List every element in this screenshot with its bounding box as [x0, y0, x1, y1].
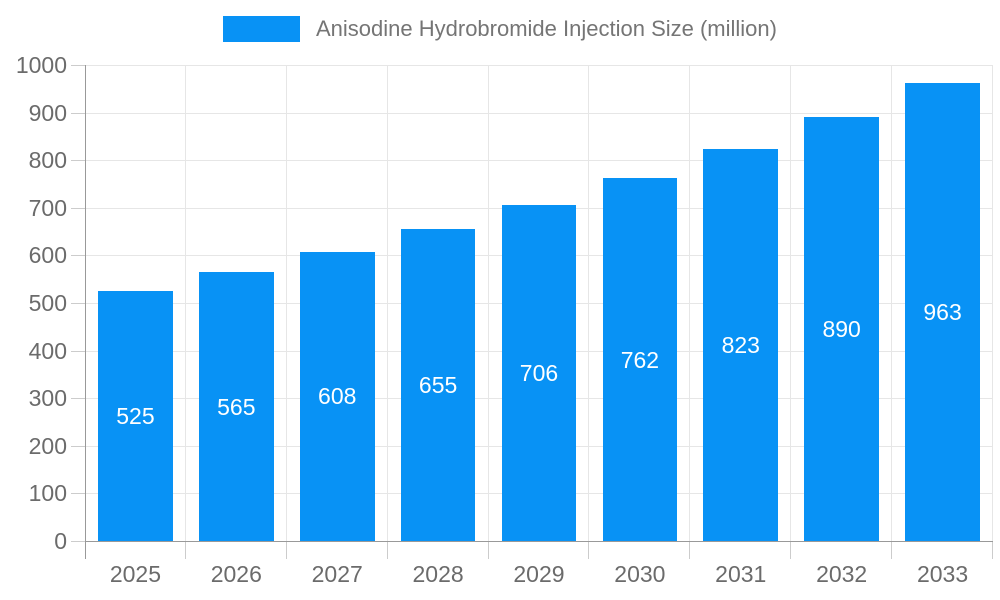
x-gridline: [689, 65, 691, 541]
y-gridline: [85, 65, 993, 66]
legend-item[interactable]: Anisodine Hydrobromide Injection Size (m…: [223, 16, 777, 42]
plot-area: 0 100 200 300 400 500 600 700 800 900 1000 525 2025 5…: [16, 52, 993, 587]
x-gridline: [285, 65, 287, 541]
y-gridline: [85, 160, 993, 162]
y-axis-tick: [71, 160, 85, 162]
bar: 565: [199, 272, 274, 541]
y-axis-tick: [71, 445, 85, 447]
y-axis-tick: [71, 350, 85, 352]
y-axis-tick: [71, 398, 85, 400]
y-tick-label: 100: [28, 480, 67, 507]
x-tick-label: 2027: [311, 561, 363, 587]
y-tick-label: 200: [28, 432, 67, 459]
y-tick-label: 700: [28, 194, 67, 221]
bar: 762: [602, 178, 678, 541]
x-gridline: [184, 65, 186, 541]
x-tick-label: 2031: [715, 561, 767, 587]
legend-swatch: [223, 16, 300, 42]
x-tick-label: 2033: [916, 561, 969, 587]
x-axis-tick: [790, 542, 792, 559]
x-axis-tick: [891, 542, 893, 559]
bar: 525: [98, 291, 173, 541]
bar-value-label: 823: [721, 332, 760, 359]
x-gridline: [790, 65, 792, 541]
y-tick-label: 600: [28, 242, 67, 269]
x-axis-tick: [285, 542, 287, 559]
y-tick-label: 800: [28, 147, 67, 174]
y-tick-label: 300: [28, 385, 67, 412]
x-axis-tick: [487, 542, 489, 559]
y-axis-tick: [71, 255, 85, 257]
y-axis-tick: [71, 541, 85, 542]
y-tick-label: 900: [28, 99, 67, 126]
x-tick-label: 2030: [614, 561, 666, 587]
y-axis-tick: [71, 65, 85, 66]
y-axis-tick: [71, 112, 85, 114]
x-gridline: [487, 65, 489, 541]
bar-value-label: 655: [418, 372, 458, 399]
y-tick-label: 400: [28, 337, 67, 364]
bar-value-label: 706: [519, 359, 559, 386]
bar: 655: [400, 229, 476, 541]
bar-value-label: 762: [620, 346, 660, 373]
bar-value-label: 565: [217, 393, 256, 420]
y-axis-tick: [71, 207, 85, 209]
bar-value-label: 525: [116, 403, 155, 430]
y-axis-tick: [71, 493, 85, 495]
x-axis-tick: [588, 542, 590, 559]
y-gridline: [85, 112, 993, 114]
x-gridline: [992, 65, 993, 541]
x-gridline: [588, 65, 590, 541]
x-axis-tick: [386, 542, 388, 559]
x-tick-label: 2026: [210, 561, 262, 587]
x-tick-label: 2032: [816, 561, 868, 587]
bar-value-label: 963: [923, 298, 962, 325]
x-tick-label: 2025: [109, 561, 162, 587]
y-tick-label: 0: [54, 528, 67, 554]
bar-value-label: 608: [318, 383, 357, 410]
x-axis-tick: [184, 542, 186, 559]
x-tick-label: 2028: [412, 561, 464, 587]
y-axis-tick: [71, 303, 85, 304]
y-axis-line: [85, 65, 86, 558]
x-gridline: [891, 65, 893, 541]
chart-legend: Anisodine Hydrobromide Injection Size (m…: [0, 16, 1000, 42]
y-tick-label: 500: [28, 290, 67, 316]
legend-label: Anisodine Hydrobromide Injection Size (m…: [316, 16, 777, 41]
bar: 890: [804, 117, 879, 541]
bar: 823: [703, 149, 779, 541]
bar: 608: [299, 251, 375, 541]
y-tick-label: 1000: [15, 52, 67, 78]
x-axis-tick: [689, 542, 691, 559]
x-tick-label: 2029: [513, 561, 565, 587]
x-axis-tick: [992, 542, 993, 559]
x-gridline: [386, 65, 388, 541]
bar: 963: [905, 82, 980, 541]
x-axis-line: [85, 541, 993, 542]
bar: 706: [501, 204, 577, 541]
bar-value-label: 890: [822, 316, 861, 343]
